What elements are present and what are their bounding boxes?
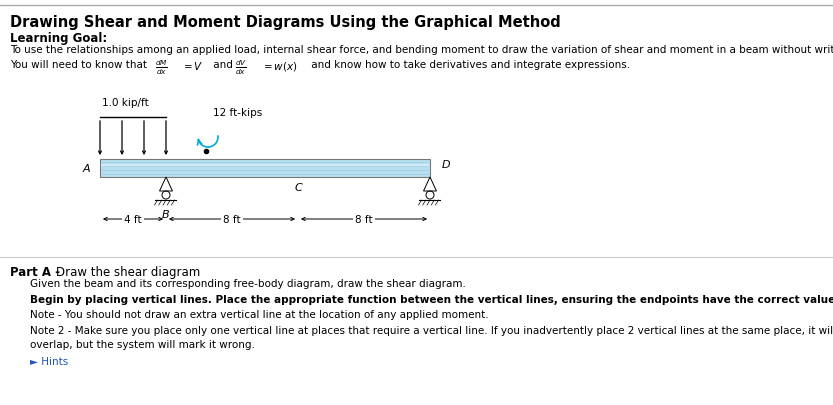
Text: 4 ft: 4 ft (124, 215, 142, 224)
Bar (101, 164, 429, 168)
Text: $\frac{dV}{dx}$: $\frac{dV}{dx}$ (235, 59, 247, 77)
Polygon shape (159, 177, 172, 192)
Text: To use the relationships among an applied load, internal shear force, and bendin: To use the relationships among an applie… (10, 45, 833, 55)
Text: Begin by placing vertical lines. Place the appropriate function between the vert: Begin by placing vertical lines. Place t… (30, 294, 833, 304)
Bar (100, 160, 430, 177)
Text: Note - You should not draw an extra vertical line at the location of any applied: Note - You should not draw an extra vert… (30, 309, 489, 320)
Text: Given the beam and its corresponding free-body diagram, draw the shear diagram.: Given the beam and its corresponding fre… (30, 278, 466, 288)
Text: D: D (442, 160, 451, 170)
Text: Note 2 - Make sure you place only one vertical line at places that require a ver: Note 2 - Make sure you place only one ve… (30, 325, 833, 335)
Text: overlap, but the system will mark it wrong.: overlap, but the system will mark it wro… (30, 339, 255, 349)
Text: C: C (294, 183, 302, 192)
Text: and know how to take derivatives and integrate expressions.: and know how to take derivatives and int… (308, 60, 630, 70)
Text: Drawing Shear and Moment Diagrams Using the Graphical Method: Drawing Shear and Moment Diagrams Using … (10, 15, 561, 30)
Text: 8 ft: 8 ft (223, 215, 241, 224)
Text: Learning Goal:: Learning Goal: (10, 32, 107, 45)
Text: 1.0 kip/ft: 1.0 kip/ft (102, 98, 149, 108)
Text: ► Hints: ► Hints (30, 356, 68, 366)
Text: 8 ft: 8 ft (355, 215, 373, 224)
Polygon shape (423, 177, 436, 192)
Text: 12 ft-kips: 12 ft-kips (213, 108, 262, 118)
Text: Draw the shear diagram: Draw the shear diagram (56, 265, 200, 278)
Text: $= V$: $= V$ (181, 60, 203, 72)
Text: A: A (82, 164, 90, 174)
Text: $= w(x)$: $= w(x)$ (261, 60, 297, 73)
Text: $\frac{dM}{dx}$: $\frac{dM}{dx}$ (155, 59, 168, 77)
Text: B: B (162, 209, 170, 220)
Text: and: and (210, 60, 236, 70)
Text: You will need to know that: You will need to know that (10, 60, 150, 70)
Text: Part A -: Part A - (10, 265, 64, 278)
